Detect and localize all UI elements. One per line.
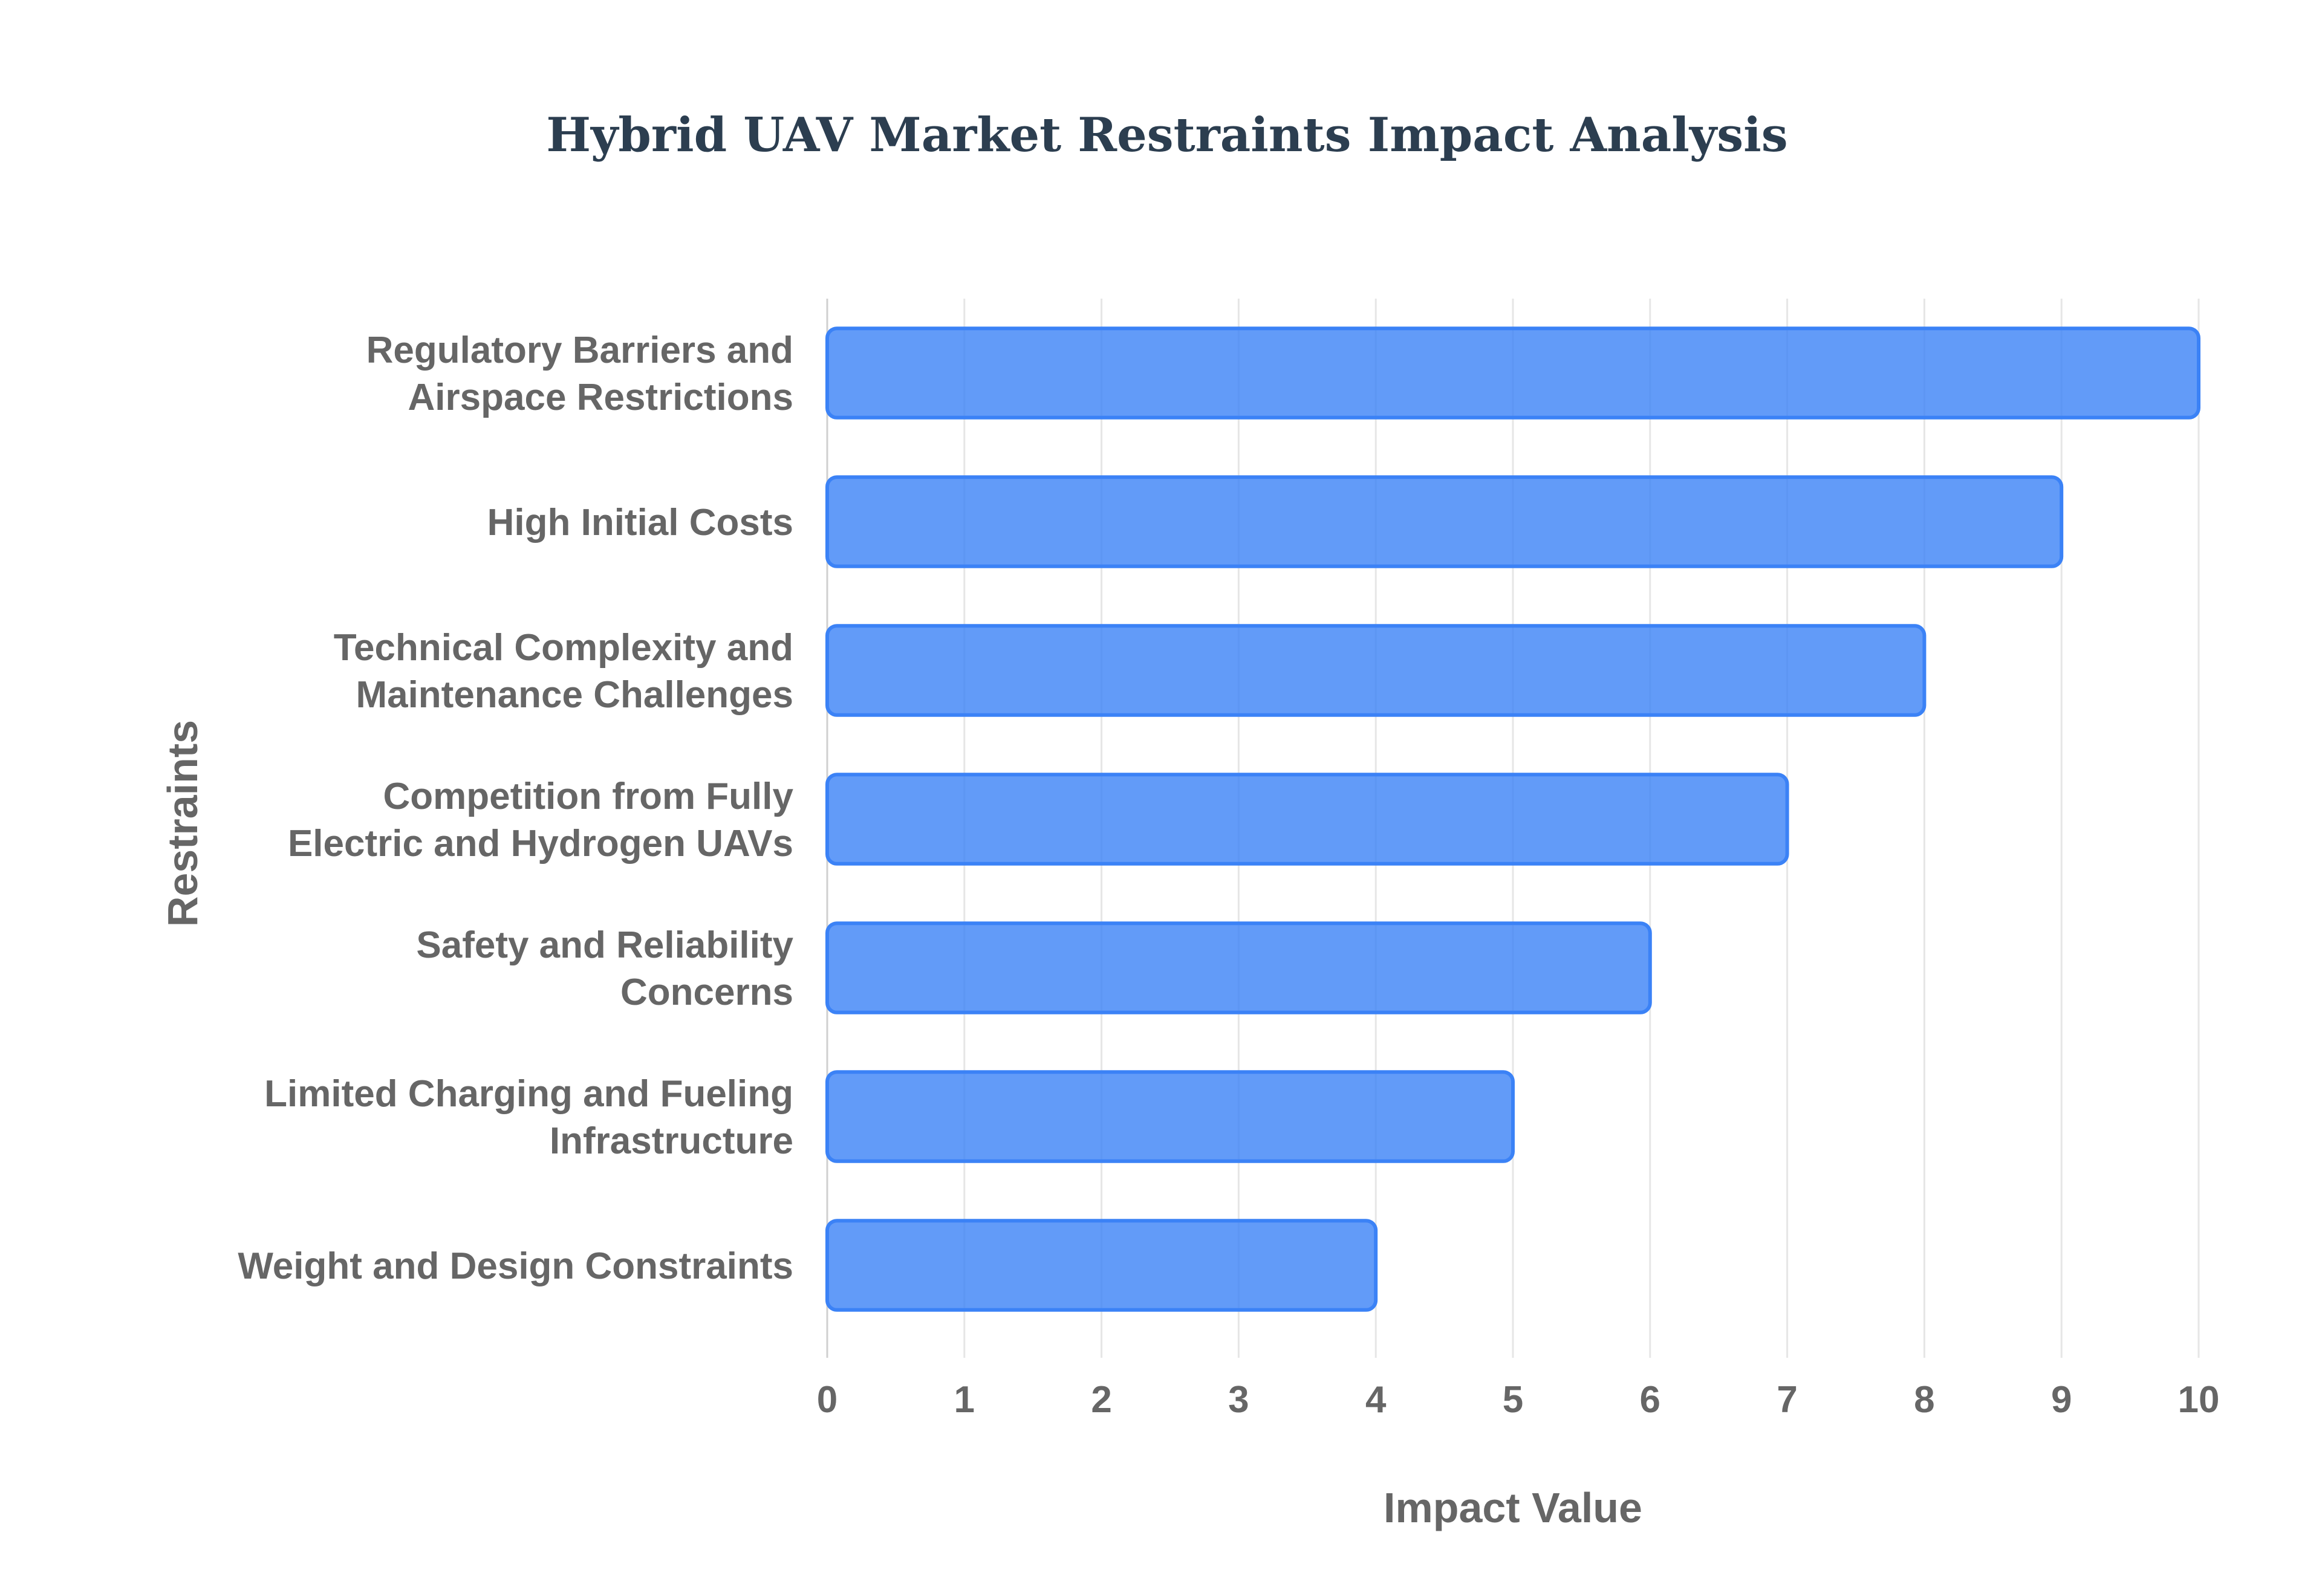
category-label: High Initial Costs [487, 502, 793, 543]
bar[interactable] [825, 1070, 1515, 1163]
x-tick-label: 8 [1914, 1379, 1934, 1421]
x-tick-label: 0 [817, 1379, 837, 1421]
category-label: Competition from Fully Electric and Hydro… [288, 776, 794, 864]
bar[interactable] [825, 921, 1652, 1014]
x-tick-label: 10 [2178, 1379, 2220, 1421]
bar[interactable] [825, 475, 2064, 568]
category-labels: Regulatory Barriers and Airspace Restrict… [238, 329, 793, 1287]
bar[interactable] [825, 1219, 1378, 1312]
x-tick-label: 4 [1365, 1379, 1387, 1421]
category-label-line: Maintenance Challenges [356, 674, 793, 716]
category-label-line: Infrastructure [550, 1120, 793, 1162]
chart-title: Hybrid UAV Market Restraints Impact Anal… [546, 108, 1787, 163]
category-label-line: High Initial Costs [487, 502, 793, 543]
bar[interactable] [825, 326, 2200, 420]
y-axis-title: Restraints [159, 720, 206, 927]
category-label-line: Competition from Fully [383, 776, 793, 817]
category-label: Technical Complexity and Maintenance Chal… [334, 627, 793, 716]
category-label-line: Airspace Restrictions [408, 377, 793, 418]
category-label-line: Concerns [620, 972, 793, 1013]
category-label-line: Weight and Design Constraints [238, 1245, 793, 1287]
category-label-line: Regulatory Barriers and [366, 329, 793, 371]
x-tick-label: 6 [1640, 1379, 1660, 1421]
category-label-line: Safety and Reliability [416, 924, 793, 966]
x-tick-label: 2 [1091, 1379, 1111, 1421]
bar[interactable] [825, 624, 1927, 717]
bar[interactable] [825, 773, 1789, 866]
x-axis-title: Impact Value [1384, 1484, 1642, 1531]
category-label-line: Electric and Hydrogen UAVs [288, 823, 793, 864]
category-label: Weight and Design Constraints [238, 1245, 793, 1287]
category-label: Safety and Reliability Concerns [416, 924, 793, 1013]
x-tick-label: 9 [2051, 1379, 2072, 1421]
x-tick-label: 3 [1228, 1379, 1249, 1421]
category-label: Regulatory Barriers and Airspace Restrict… [366, 329, 793, 418]
category-label-line: Limited Charging and Fueling [264, 1073, 793, 1115]
x-tick-labels: 0 1 2 3 4 5 6 7 8 9 10 [817, 1379, 2220, 1421]
x-tick-label: 5 [1503, 1379, 1523, 1421]
x-tick-label: 7 [1777, 1379, 1797, 1421]
bars [825, 326, 2200, 1312]
x-tick-label: 1 [954, 1379, 975, 1421]
category-label-line: Technical Complexity and [334, 627, 793, 669]
category-label: Limited Charging and Fueling Infrastructu… [264, 1073, 793, 1162]
